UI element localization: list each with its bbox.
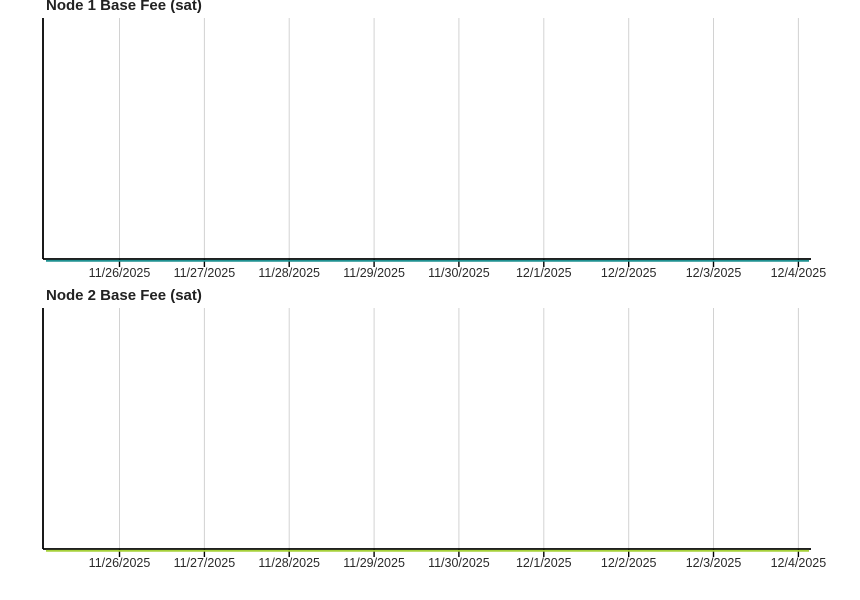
svg-text:12/1/2025: 12/1/2025 xyxy=(516,266,572,280)
svg-text:12/3/2025: 12/3/2025 xyxy=(686,266,742,280)
svg-text:11/28/2025: 11/28/2025 xyxy=(258,266,320,280)
svg-text:11/30/2025: 11/30/2025 xyxy=(428,556,490,570)
svg-text:12/4/2025: 12/4/2025 xyxy=(771,556,827,570)
svg-text:12/4/2025: 12/4/2025 xyxy=(771,266,827,280)
svg-text:11/27/2025: 11/27/2025 xyxy=(174,266,236,280)
svg-text:11/29/2025: 11/29/2025 xyxy=(343,266,405,280)
svg-text:11/30/2025: 11/30/2025 xyxy=(428,266,490,280)
svg-text:11/27/2025: 11/27/2025 xyxy=(174,556,236,570)
svg-text:11/29/2025: 11/29/2025 xyxy=(343,556,405,570)
svg-text:12/2/2025: 12/2/2025 xyxy=(601,556,657,570)
svg-text:11/26/2025: 11/26/2025 xyxy=(89,266,151,280)
svg-text:12/1/2025: 12/1/2025 xyxy=(516,556,572,570)
svg-text:11/28/2025: 11/28/2025 xyxy=(258,556,320,570)
svg-text:12/2/2025: 12/2/2025 xyxy=(601,266,657,280)
svg-text:11/26/2025: 11/26/2025 xyxy=(89,556,151,570)
svg-text:12/3/2025: 12/3/2025 xyxy=(686,556,742,570)
